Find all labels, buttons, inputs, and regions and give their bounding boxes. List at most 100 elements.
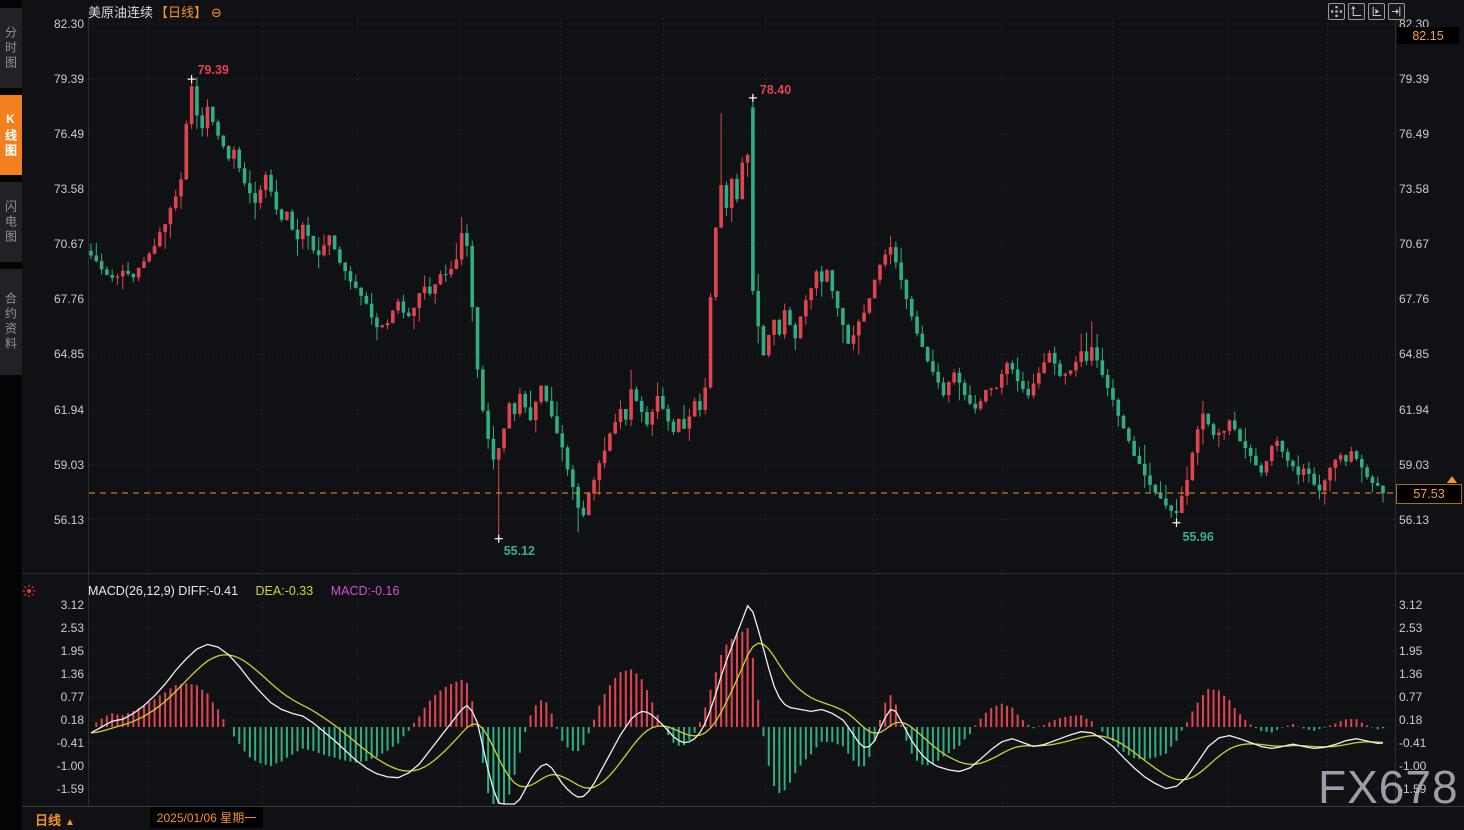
- candle-body: [909, 298, 914, 317]
- candle-body: [565, 447, 570, 470]
- candle-body: [322, 245, 326, 256]
- candle-body: [560, 433, 565, 448]
- candle-body: [99, 261, 104, 270]
- x-axis-scale-icon[interactable]: [1368, 3, 1385, 20]
- candle-body: [671, 421, 676, 432]
- candle-body: [645, 411, 649, 425]
- candle-body: [1100, 360, 1105, 375]
- triangle-up-icon: ▲: [65, 817, 75, 828]
- candle-body: [136, 267, 141, 278]
- jump-to-latest-icon[interactable]: [1388, 3, 1405, 20]
- candle-body: [274, 191, 279, 210]
- candle-body: [311, 235, 316, 251]
- candle-body: [406, 312, 411, 316]
- candle-body: [1280, 440, 1285, 452]
- candle-body: [613, 422, 618, 434]
- y-axis-scale-icon[interactable]: [1348, 3, 1365, 20]
- candle-body: [544, 385, 549, 401]
- candle-body: [412, 307, 416, 316]
- macd-hist-value: MACD:-0.16: [330, 584, 400, 598]
- candle-body: [830, 270, 835, 292]
- macd-diff-value: MACD(26,12,9) DIFF:-0.41: [88, 584, 239, 598]
- candle-body: [1084, 351, 1089, 361]
- candle-body: [708, 297, 713, 388]
- candle-body: [253, 193, 257, 203]
- candle-body: [1116, 399, 1121, 416]
- candle-body: [698, 401, 702, 410]
- candle-body: [258, 189, 263, 203]
- candle-body: [936, 371, 941, 383]
- candle-body: [285, 211, 289, 220]
- candle-body: [152, 246, 157, 254]
- candle-body: [862, 312, 866, 322]
- candle-body: [327, 235, 332, 246]
- candle-body: [301, 224, 305, 240]
- candle-body: [703, 387, 708, 410]
- candle-body: [957, 372, 962, 383]
- candle-body: [306, 224, 310, 236]
- candle-body: [1190, 452, 1195, 481]
- candle-body: [788, 310, 792, 325]
- candle-body: [798, 316, 803, 339]
- candle-body: [263, 174, 268, 190]
- pan-mode-icon[interactable]: [1328, 3, 1345, 20]
- candle-body: [1037, 372, 1041, 384]
- candle-body: [422, 286, 427, 294]
- candle-body: [1365, 467, 1369, 477]
- candle-body: [941, 382, 946, 396]
- candle-body: [184, 124, 189, 180]
- candle-body: [676, 419, 681, 432]
- candle-body: [491, 438, 496, 460]
- sidebar-tab-flash[interactable]: 闪电图: [0, 182, 22, 262]
- candle-body: [592, 480, 596, 494]
- candle-body: [369, 303, 374, 318]
- candle-body: [1169, 505, 1173, 511]
- candle-body: [507, 403, 512, 429]
- candle-body: [518, 393, 522, 414]
- candle-body: [1058, 363, 1062, 376]
- candle-body: [894, 247, 898, 263]
- candle-body: [1042, 362, 1046, 373]
- sidebar-tab-time-share[interactable]: 分时图: [0, 8, 22, 88]
- indicator-readout: MACD(26,12,9) DIFF:-0.41 DEA:-0.33 MACD:…: [88, 584, 399, 598]
- candle-body: [1089, 347, 1094, 361]
- candle-body: [523, 393, 527, 408]
- candle-body: [105, 269, 109, 276]
- candle-body: [777, 319, 782, 335]
- candle-body: [724, 185, 729, 208]
- candle-body: [999, 374, 1004, 388]
- sidebar-tab-kline[interactable]: K线图: [0, 95, 22, 175]
- candle-body: [867, 298, 872, 313]
- candle-body: [1312, 473, 1316, 485]
- candle-body: [401, 301, 406, 313]
- candle-body: [242, 168, 247, 184]
- candle-body: [1031, 383, 1036, 396]
- candle-body: [1079, 351, 1083, 362]
- candle-body: [661, 395, 665, 409]
- candle-body: [751, 107, 755, 291]
- chart-plot-area[interactable]: [88, 18, 1395, 806]
- candle-body: [1174, 510, 1179, 513]
- sidebar-tab-contract-info[interactable]: 合约资料: [0, 269, 22, 375]
- candle-body: [163, 224, 167, 233]
- candle-body: [851, 335, 856, 344]
- candle-body: [142, 261, 146, 268]
- indicator-alert-icon[interactable]: [22, 584, 36, 603]
- candle-body: [237, 149, 242, 169]
- annotation-october-low: 55.96: [1182, 529, 1214, 544]
- candle-body: [984, 389, 988, 402]
- candle-body: [1232, 420, 1237, 430]
- collapse-icon[interactable]: ⊖: [211, 5, 222, 20]
- candle-body: [571, 469, 575, 488]
- candle-body: [856, 321, 861, 336]
- candle-body: [1222, 430, 1226, 433]
- period-selector[interactable]: 日线 ▲: [35, 810, 75, 829]
- candle-body: [1158, 492, 1163, 499]
- candle-body: [586, 493, 591, 516]
- candle-body: [973, 403, 978, 409]
- candle-body: [624, 409, 628, 420]
- candle-body: [486, 410, 490, 439]
- candle-body: [719, 185, 723, 228]
- candle-body: [131, 273, 136, 278]
